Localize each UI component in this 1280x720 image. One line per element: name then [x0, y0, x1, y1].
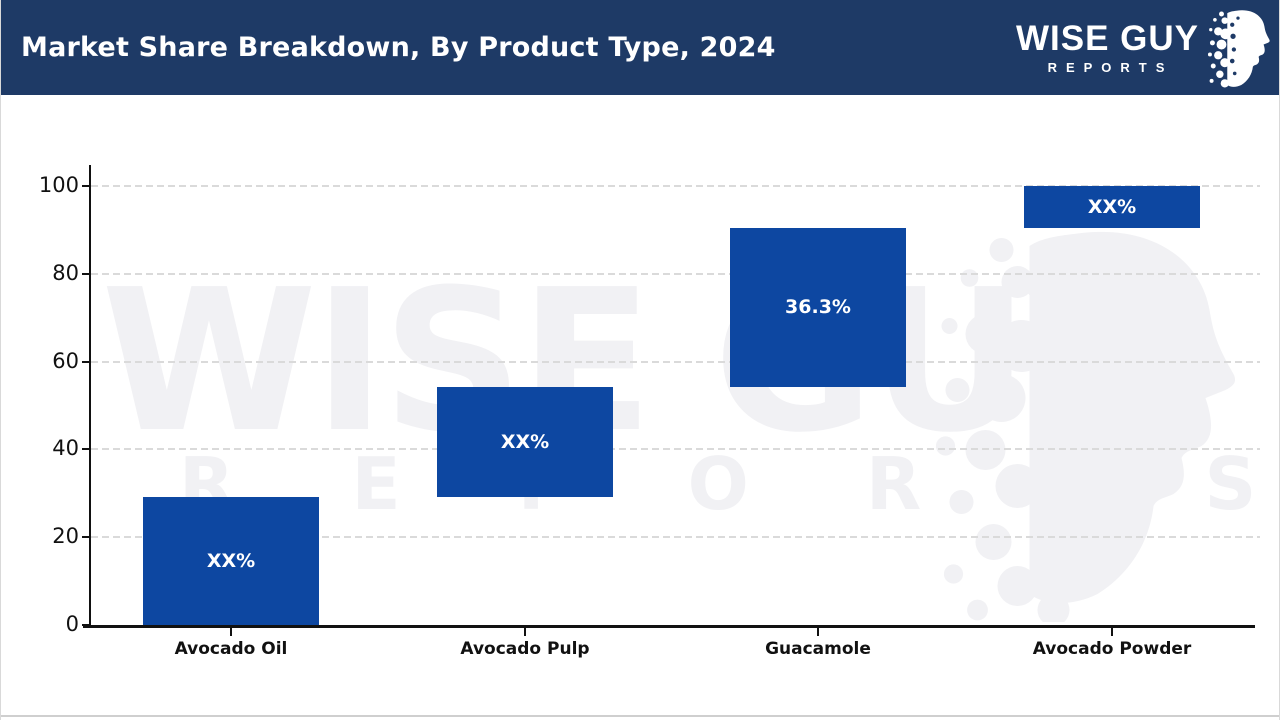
category-label: Guacamole — [765, 639, 871, 659]
brand-subtitle: REPORTS — [1047, 60, 1174, 75]
gridline — [91, 536, 1260, 539]
x-tick-mark — [1111, 628, 1113, 636]
category-label: Avocado Pulp — [460, 639, 590, 659]
watermark-face-icon — [935, 231, 1236, 622]
y-tick-label: 60 — [52, 348, 79, 373]
category-label: Avocado Powder — [1032, 639, 1192, 659]
x-tick-mark — [230, 628, 232, 636]
y-tick-label: 20 — [52, 524, 79, 549]
gridline — [91, 185, 1260, 187]
gridline — [91, 448, 1260, 451]
y-tick-mark — [82, 448, 90, 451]
x-axis-line — [83, 625, 1255, 628]
bar-value-label: XX% — [206, 549, 256, 572]
y-tick-mark — [82, 360, 90, 363]
y-tick-label: 80 — [52, 260, 79, 285]
header: Market Share Breakdown, By Product Type,… — [1, 0, 1279, 95]
x-tick-mark — [524, 628, 526, 636]
bar-guacamole: 36.3% — [730, 227, 906, 388]
y-tick-label: 0 — [65, 612, 79, 636]
brand-logo-text: WISE GUY REPORTS — [1016, 20, 1199, 76]
brand-face-icon — [1207, 10, 1270, 88]
bottom-border — [1, 715, 1279, 717]
y-tick-label: 40 — [52, 436, 79, 461]
page-title: Market Share Breakdown, By Product Type,… — [21, 32, 776, 63]
y-tick-label: 100 — [38, 173, 79, 197]
y-tick-mark — [82, 624, 90, 626]
brand-name: WISE GUY — [1015, 19, 1199, 58]
y-tick-mark — [82, 272, 90, 275]
brand-logo: WISE GUY REPORTS — [1001, 6, 1271, 92]
y-tick-mark — [82, 185, 90, 187]
y-axis-line — [89, 165, 91, 627]
gridline — [91, 272, 1260, 275]
category-label: Avocado Oil — [174, 639, 288, 659]
bar-value-label: 36.3% — [785, 296, 851, 319]
bar-value-label: XX% — [1087, 195, 1137, 218]
bar-avocado-powder: XX% — [1024, 186, 1200, 228]
x-tick-mark — [817, 628, 819, 636]
bar-value-label: XX% — [500, 430, 550, 453]
bar-avocado-oil: XX% — [143, 496, 319, 625]
gridline — [91, 360, 1260, 363]
y-tick-mark — [82, 536, 90, 539]
bar-avocado-pulp: XX% — [437, 387, 613, 497]
